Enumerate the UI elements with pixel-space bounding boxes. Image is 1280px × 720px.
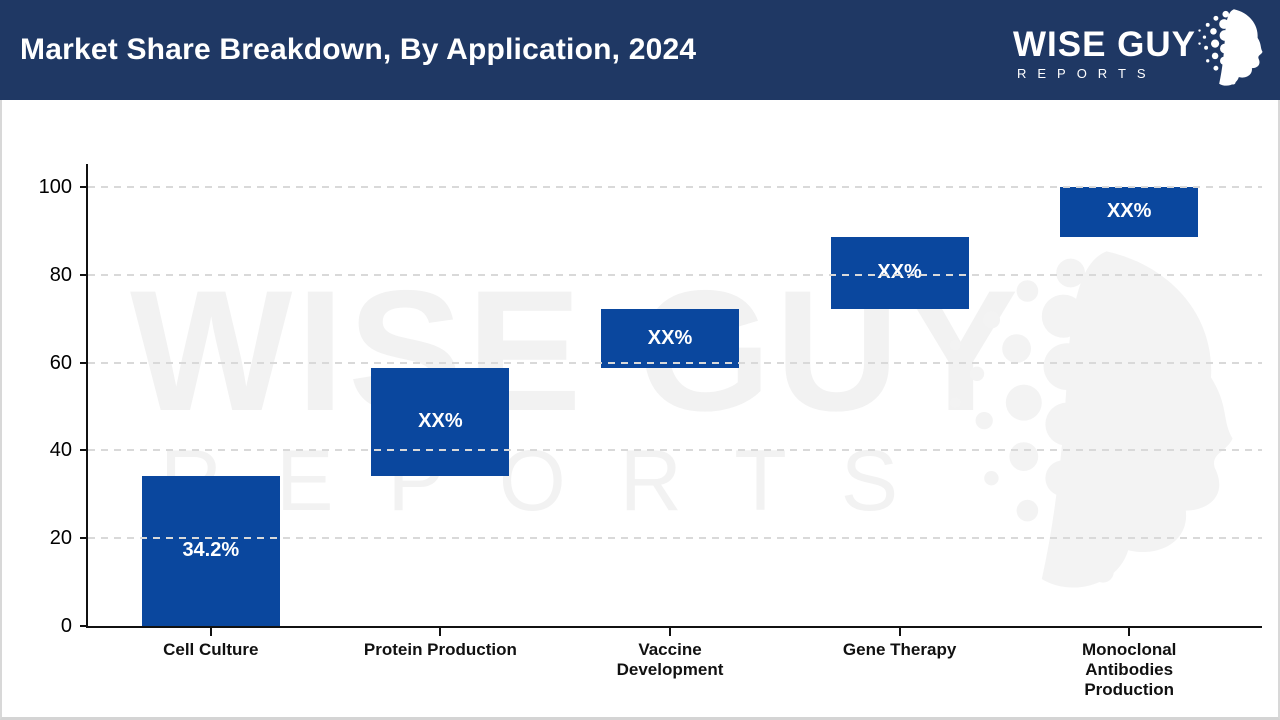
xtick-4 [1128, 628, 1131, 636]
gridline-y-20 [88, 537, 1262, 540]
xtick-1 [439, 628, 442, 636]
x-axis-label-3: Gene Therapy [842, 640, 957, 659]
ytick-label-80: 80 [49, 263, 72, 286]
bar-value-label: XX% [418, 410, 463, 433]
logo-wordmark-group: WISE GUY REPORTS [1013, 27, 1196, 81]
x-axis-label-4: Monoclonal Antibodies Production [1081, 640, 1177, 699]
logo-subtext: REPORTS [1016, 66, 1157, 81]
x-axis-label-0: Cell Culture [163, 640, 259, 659]
bar-value-label: XX% [877, 261, 922, 284]
ytick-100 [80, 186, 88, 188]
x-axis-line [86, 626, 1262, 628]
header: Market Share Breakdown, By Application, … [0, 0, 1280, 100]
bar-1: XX% [371, 367, 510, 476]
bar-value-label: XX% [647, 326, 693, 349]
bar-value-label: 34.2% [182, 539, 240, 562]
bar-4: XX% [1060, 187, 1199, 237]
bar-2: XX% [601, 308, 739, 368]
ytick-60 [80, 361, 88, 364]
ytick-label-0: 0 [60, 615, 72, 637]
x-axis-label-1: Protein Production [363, 640, 517, 659]
xtick-0 [209, 628, 212, 636]
ytick-40 [80, 449, 88, 452]
ytick-label-100: 100 [38, 176, 72, 198]
gridline-y-40 [88, 449, 1262, 452]
page-title: Market Share Breakdown, By Application, … [20, 33, 697, 66]
ytick-20 [80, 537, 88, 540]
gridline-y-80 [88, 273, 1262, 276]
ytick-label-20: 20 [49, 527, 72, 550]
gridline-y-60 [88, 361, 1262, 364]
brand-logo: WISE GUY REPORTS [1013, 6, 1270, 96]
logo-face-icon [1198, 9, 1263, 86]
xtick-3 [898, 628, 901, 636]
logo-wordmark: WISE GUY [1012, 25, 1196, 64]
gridline-y-100 [88, 186, 1262, 188]
ytick-label-60: 60 [49, 351, 72, 374]
y-axis-line [86, 164, 88, 628]
ytick-label-40: 40 [49, 439, 72, 462]
bar-3: XX% [830, 236, 969, 309]
ytick-0 [80, 625, 88, 627]
x-axis-label-2: Vaccine Development [616, 640, 724, 679]
bar-value-label: XX% [1106, 200, 1152, 223]
ytick-80 [80, 273, 88, 276]
bar-0: 34.2% [141, 475, 280, 626]
xtick-2 [669, 628, 671, 636]
